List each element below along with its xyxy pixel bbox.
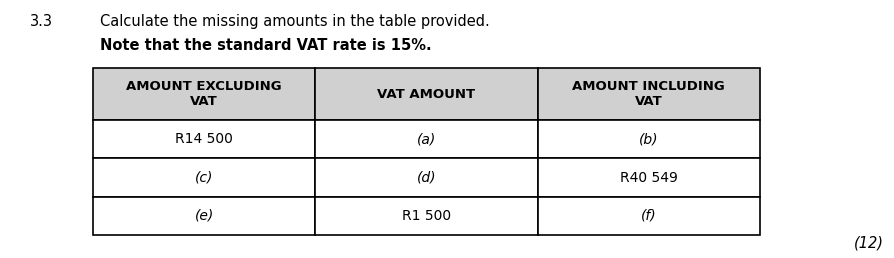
Bar xyxy=(316,68,537,120)
Bar xyxy=(537,158,760,197)
Bar xyxy=(93,68,316,120)
Bar xyxy=(537,120,760,158)
Text: AMOUNT INCLUDING
VAT: AMOUNT INCLUDING VAT xyxy=(572,80,725,108)
Bar xyxy=(316,197,537,235)
Text: (a): (a) xyxy=(417,132,436,146)
Text: (b): (b) xyxy=(639,132,659,146)
Bar xyxy=(537,68,760,120)
Text: Note that the standard VAT rate is 15%.: Note that the standard VAT rate is 15%. xyxy=(100,38,432,53)
Text: R40 549: R40 549 xyxy=(620,171,678,184)
Text: 3.3: 3.3 xyxy=(30,14,53,29)
Text: Calculate the missing amounts in the table provided.: Calculate the missing amounts in the tab… xyxy=(100,14,490,29)
Text: AMOUNT EXCLUDING
VAT: AMOUNT EXCLUDING VAT xyxy=(126,80,282,108)
Text: (d): (d) xyxy=(417,171,436,184)
Bar xyxy=(93,197,316,235)
Text: (c): (c) xyxy=(195,171,214,184)
Bar xyxy=(316,120,537,158)
Text: (e): (e) xyxy=(195,209,214,223)
Text: VAT AMOUNT: VAT AMOUNT xyxy=(377,87,476,101)
Bar xyxy=(93,120,316,158)
Text: R14 500: R14 500 xyxy=(175,132,233,146)
Text: (12): (12) xyxy=(854,235,884,250)
Text: (f): (f) xyxy=(641,209,657,223)
Bar xyxy=(537,197,760,235)
Bar xyxy=(93,158,316,197)
Text: R1 500: R1 500 xyxy=(402,209,451,223)
Bar xyxy=(316,158,537,197)
